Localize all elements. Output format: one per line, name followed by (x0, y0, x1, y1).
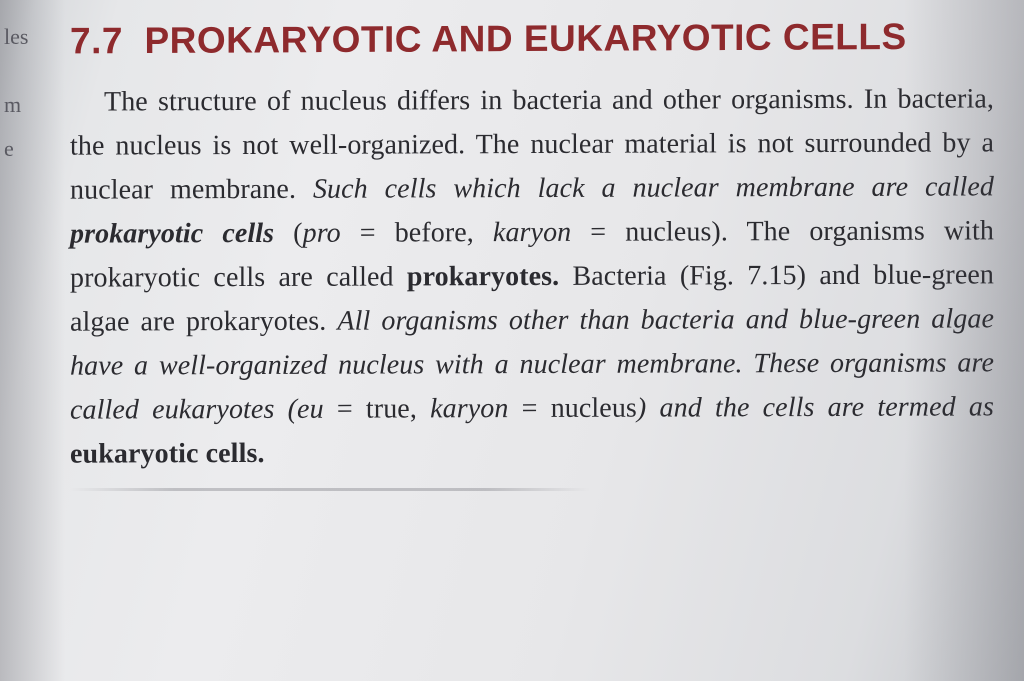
section-title-b: CELLS (783, 16, 907, 58)
section-heading: 7.7 PROKARYOTIC AND EUKARYOTIC CELLS (70, 16, 994, 63)
text-run-3-b1: prokaryotes. (407, 260, 559, 292)
section-divider (70, 488, 590, 491)
text-run-5-i2: ) and the cells are termed as (637, 391, 994, 423)
text-run-3-i1: pro (303, 217, 341, 248)
margin-fragment-3: e (4, 136, 14, 162)
text-run-5-roman2: nucleus (551, 392, 637, 423)
section-title-a: PROKARYOTIC AND EUKARYOTIC (145, 17, 773, 61)
text-run-5-mid1: = (337, 393, 366, 424)
text-run-3-i2: karyon (493, 216, 571, 247)
text-run-2-bolditalic: prokaryotic cells (70, 217, 274, 249)
section-number: 7.7 (70, 20, 123, 61)
text-run-2-italic: Such cells which lack a nuclear membrane… (313, 171, 994, 204)
margin-fragment-1: les (4, 24, 28, 50)
text-run-5-i1: karyon (430, 392, 522, 423)
text-run-3a: ( (274, 217, 302, 248)
textbook-page: les m e 7.7 PROKARYOTIC AND EUKARYOTIC C… (0, 0, 1024, 681)
text-run-5-mid2: = (522, 392, 551, 423)
text-run-5-roman1: true, (366, 393, 430, 424)
text-run-3-mid1: = before, (341, 217, 493, 249)
body-paragraph: The structure of nucleus differs in bact… (70, 77, 994, 476)
margin-fragment-2: m (4, 92, 21, 118)
text-run-5-b1: eukaryotic cells. (70, 437, 265, 469)
